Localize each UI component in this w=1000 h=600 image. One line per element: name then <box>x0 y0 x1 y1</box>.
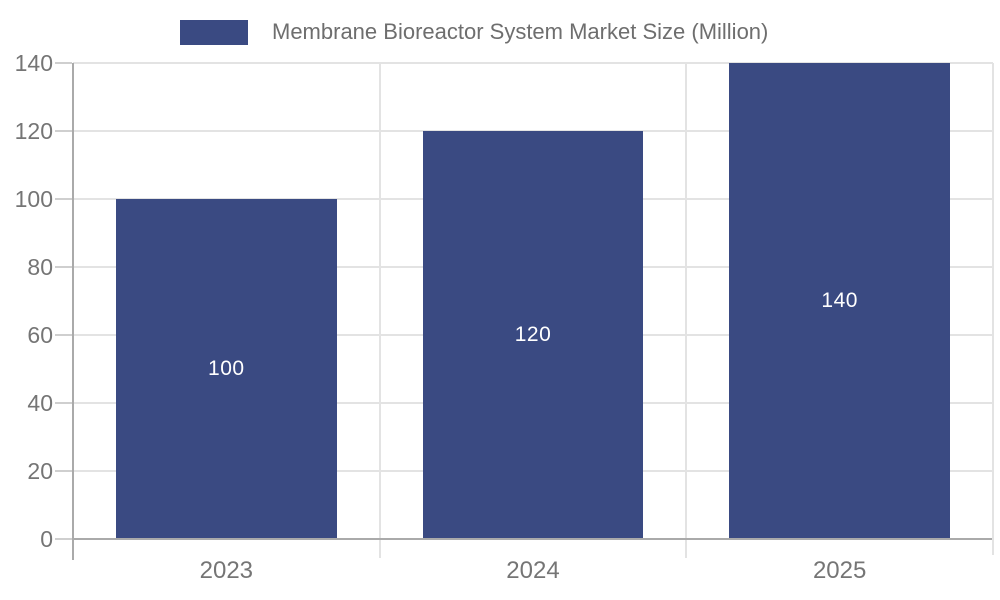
y-tick-mark <box>55 538 72 540</box>
y-tick-label: 40 <box>27 390 53 416</box>
y-tick-label: 0 <box>40 526 53 552</box>
x-axis-line <box>72 538 993 540</box>
category-separator <box>685 63 688 558</box>
category-separator <box>378 63 381 558</box>
y-tick-mark <box>55 470 72 472</box>
y-axis-line <box>72 63 74 560</box>
y-tick-mark <box>55 402 72 404</box>
legend-swatch <box>180 19 248 45</box>
y-tick-label: 100 <box>14 186 53 212</box>
y-tick-label: 20 <box>27 458 53 484</box>
y-tick-mark <box>55 62 72 64</box>
bar-value-label: 140 <box>821 289 858 312</box>
x-tick-label: 2025 <box>812 557 867 584</box>
bar: 120 <box>422 131 644 539</box>
bar-value-label: 120 <box>514 323 552 346</box>
y-tick-label: 80 <box>27 254 53 280</box>
bar: 140 <box>729 63 951 539</box>
y-tick-mark <box>55 130 72 132</box>
y-tick-mark <box>55 266 72 268</box>
y-tick-mark <box>55 198 72 200</box>
plot-area: 100 120 140 <box>73 62 993 558</box>
plot-right-border <box>992 63 994 555</box>
bar: 100 <box>115 199 337 539</box>
legend[interactable]: Membrane Bioreactor System Market Size (… <box>180 18 768 46</box>
legend-label: Membrane Bioreactor System Market Size (… <box>272 19 769 44</box>
x-tick-label: 2024 <box>506 557 560 584</box>
y-tick-mark <box>55 334 72 336</box>
gridline <box>73 62 993 64</box>
y-tick-label: 120 <box>14 118 53 144</box>
x-tick-label: 2023 <box>199 557 254 584</box>
bar-value-label: 100 <box>208 357 245 380</box>
y-tick-label: 140 <box>14 50 53 76</box>
y-tick-label: 60 <box>27 322 53 348</box>
